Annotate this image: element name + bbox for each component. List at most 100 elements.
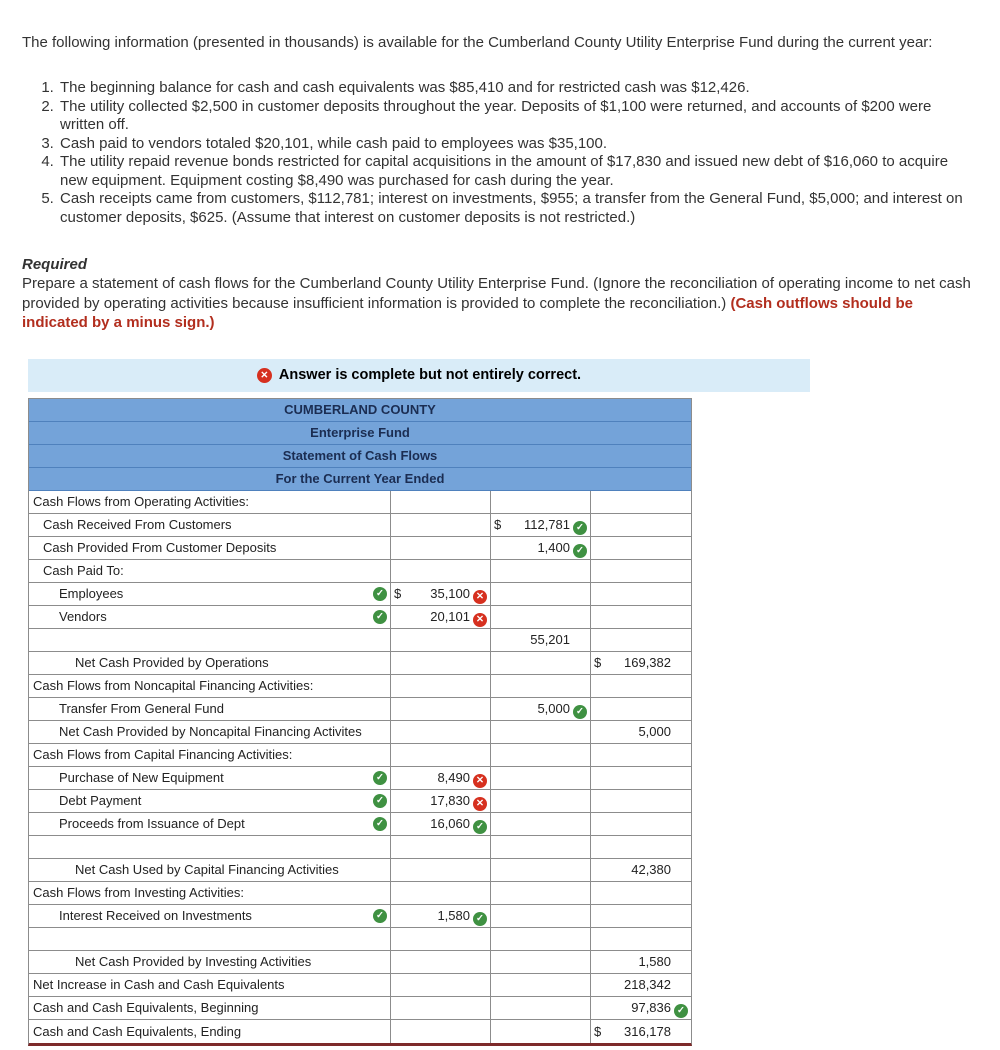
amount-cell-c3[interactable]: $316,178 (591, 1020, 691, 1043)
table-row: Cash Received From Customers $112,781 ✓ (29, 513, 691, 537)
row-label-cell: Cash Paid To: (29, 559, 391, 583)
correct-check-icon: ✓ (373, 908, 387, 923)
row-label-cell[interactable]: Proceeds from Issuance of Dept ✓ (29, 812, 391, 836)
row-label: Transfer From General Fund (59, 701, 224, 716)
grade-icon-slot: ✕ (473, 794, 487, 811)
row-label-cell: Net Cash Provided by Operations (29, 651, 391, 675)
row-label-cell: Cash Flows from Noncapital Financing Act… (29, 674, 391, 698)
row-label-cell[interactable]: Employees ✓ (29, 582, 391, 606)
amount-value: 16,060 (430, 816, 470, 831)
amount-cell-c2 (491, 904, 591, 928)
amount-cell-c2 (491, 490, 591, 514)
row-label: Cash Paid To: (43, 563, 124, 578)
incorrect-x-icon: ✕ (473, 589, 487, 604)
amount-cell-c2 (491, 582, 591, 606)
amount-cell-c3[interactable]: 1,580 (591, 951, 691, 974)
amount-cell-c3 (591, 928, 691, 951)
correct-check-icon: ✓ (473, 911, 487, 926)
row-label-cell: Cash Flows from Operating Activities: (29, 490, 391, 514)
required-body-text: Prepare a statement of cash flows for th… (22, 275, 971, 312)
amount-cell-c1 (391, 927, 491, 951)
grade-icon-slot (674, 725, 688, 739)
grade-icon-slot: ✓ (573, 702, 587, 719)
amount-cell-c1 (391, 858, 491, 882)
amount-cell-c1 (391, 490, 491, 514)
amount-cell-c1 (391, 674, 491, 698)
amount-cell-c2 (491, 1019, 591, 1043)
amount-cell-c3[interactable]: 218,342 (591, 974, 691, 997)
amount-cell-c1 (391, 881, 491, 905)
problem-intro: The following information (presented in … (22, 34, 933, 51)
problem-list-item: The beginning balance for cash and cash … (58, 79, 978, 98)
amount-cell-c2[interactable]: $112,781 ✓ (491, 513, 591, 537)
row-label-cell[interactable]: Interest Received on Investments ✓ (29, 904, 391, 928)
amount-cell-c2 (491, 766, 591, 790)
amount-cell-c1 (391, 996, 491, 1020)
amount-cell-c3[interactable]: 42,380 (591, 859, 691, 882)
incorrect-x-icon: ✕ (473, 796, 487, 811)
amount-cell-c3[interactable]: 97,836 ✓ (591, 997, 691, 1020)
row-label-cell (29, 927, 391, 951)
amount-cell-c1[interactable]: 17,830 ✕ (391, 789, 491, 813)
amount-cell-c3 (591, 491, 691, 514)
amount-cell-c1 (391, 950, 491, 974)
amount-cell-c3[interactable]: 5,000 (591, 721, 691, 744)
amount-cell-c2 (491, 651, 591, 675)
table-row: Cash and Cash Equivalents, Ending $316,17… (29, 1019, 691, 1043)
incorrect-x-icon: ✕ (473, 612, 487, 627)
grade-icon-slot (674, 656, 688, 670)
amount-cell-c1 (391, 1019, 491, 1043)
amount-cell-c1[interactable]: 16,060 ✓ (391, 812, 491, 836)
amount-cell-c2[interactable]: 1,400 ✓ (491, 536, 591, 560)
amount-cell-c3 (591, 882, 691, 905)
correct-check-icon: ✓ (573, 704, 587, 719)
amount-cell-c2 (491, 996, 591, 1020)
table-row: Cash and Cash Equivalents, Beginning 97,8… (29, 996, 691, 1020)
amount-cell-c1[interactable]: $35,100 ✕ (391, 582, 491, 606)
amount-cell-c3 (591, 813, 691, 836)
amount-cell-c2 (491, 973, 591, 997)
table-row: Proceeds from Issuance of Dept ✓ 16,060 ✓ (29, 812, 691, 836)
grade-icon-slot: ✓ (573, 541, 587, 558)
row-label-cell[interactable]: Purchase of New Equipment ✓ (29, 766, 391, 790)
row-label-cell[interactable]: Vendors ✓ (29, 605, 391, 629)
grade-icon-slot: ✓ (674, 1001, 688, 1018)
row-label: Employees (59, 586, 124, 601)
statement-title-period: For the Current Year Ended (29, 467, 691, 491)
row-label: Cash Received From Customers (43, 517, 232, 532)
amount-value: 55,201 (530, 632, 570, 647)
table-row: Cash Flows from Capital Financing Activi… (29, 743, 691, 767)
correct-check-icon: ✓ (573, 543, 587, 558)
amount-cell-c1[interactable]: 20,101 ✕ (391, 605, 491, 629)
amount-cell-c1 (391, 973, 491, 997)
amount-cell-c2[interactable]: 55,201 (491, 628, 591, 652)
amount-cell-c1[interactable]: 8,490 ✕ (391, 766, 491, 790)
amount-cell-c1 (391, 628, 491, 652)
cash-outflows-note: (Cash outflows should be indicated by a … (22, 294, 913, 332)
correct-check-icon: ✓ (674, 1003, 688, 1018)
row-label-cell[interactable]: Debt Payment ✓ (29, 789, 391, 813)
grade-icon-slot: ✕ (473, 610, 487, 627)
row-label: Net Cash Used by Capital Financing Activ… (75, 862, 339, 877)
row-label: Cash Flows from Investing Activities: (33, 885, 244, 900)
table-row: Net Increase in Cash and Cash Equivalent… (29, 973, 691, 997)
amount-value: 316,178 (624, 1023, 671, 1039)
problem-list-item: Cash paid to vendors totaled $20,101, wh… (58, 135, 978, 154)
table-row: Interest Received on Investments ✓ 1,580 ✓ (29, 904, 691, 928)
row-label: Net Increase in Cash and Cash Equivalent… (33, 977, 285, 992)
amount-cell-c2 (491, 950, 591, 974)
statement-title-company: CUMBERLAND COUNTY (29, 398, 691, 422)
amount-cell-c3 (591, 583, 691, 606)
problem-list-item: The utility collected $2,500 in customer… (58, 98, 978, 135)
amount-cell-c2[interactable]: 5,000 ✓ (491, 697, 591, 721)
table-row: Debt Payment ✓ 17,830 ✕ (29, 789, 691, 813)
row-label-cell: Cash and Cash Equivalents, Beginning (29, 996, 391, 1020)
table-row: Net Cash Used by Capital Financing Activ… (29, 858, 691, 882)
row-label: Cash and Cash Equivalents, Beginning (33, 1000, 259, 1015)
amount-value: 169,382 (624, 655, 671, 670)
amount-cell-c3 (591, 537, 691, 560)
result-banner-text: Answer is complete but not entirely corr… (278, 367, 582, 383)
amount-cell-c3[interactable]: $169,382 (591, 652, 691, 675)
grade-icon-slot (674, 978, 688, 992)
amount-cell-c1[interactable]: 1,580 ✓ (391, 904, 491, 928)
